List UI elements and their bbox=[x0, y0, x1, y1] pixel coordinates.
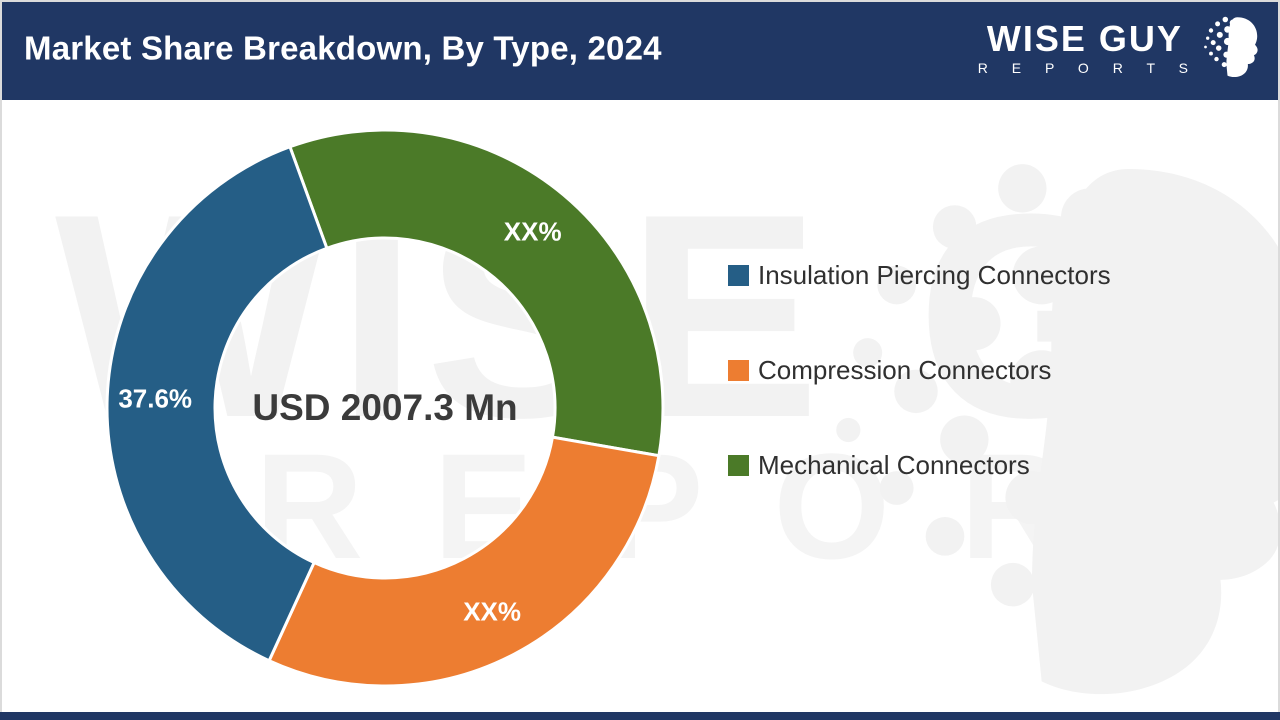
donut-segment-mechanical-connectors bbox=[287, 128, 665, 458]
donut-center-value: USD 2007.3 Mn bbox=[252, 387, 518, 428]
donut-segment-label: XX% bbox=[463, 597, 521, 627]
footer-bar bbox=[0, 712, 1280, 720]
logo-wordmark: WISE GUY bbox=[986, 17, 1183, 59]
logo-subtitle: R E P O R T S bbox=[977, 59, 1198, 76]
donut-segment-label: 37.6% bbox=[118, 384, 192, 414]
legend-item-compression-connectors: Compression Connectors bbox=[728, 355, 1111, 386]
wiseguy-logo: WISE GUY R E P O R T S bbox=[972, 8, 1266, 86]
page-title: Market Share Breakdown, By Type, 2024 bbox=[24, 29, 662, 67]
legend-swatch-blue bbox=[728, 265, 749, 286]
donut-chart: XX% XX% 37.6% bbox=[105, 128, 665, 688]
wiseguy-face-icon bbox=[1204, 16, 1258, 78]
legend-swatch-orange bbox=[728, 360, 749, 381]
legend-label: Insulation Piercing Connectors bbox=[758, 260, 1111, 290]
legend-item-mechanical-connectors: Mechanical Connectors bbox=[728, 450, 1111, 481]
legend-label: Mechanical Connectors bbox=[758, 450, 1030, 480]
wiseguy-logo-text: WISE GUY R E P O R T S bbox=[972, 17, 1198, 76]
watermark-face-dots-image bbox=[836, 164, 1280, 695]
chart-legend: Insulation Piercing Connectors Compressi… bbox=[728, 260, 1111, 481]
legend-swatch-green bbox=[728, 455, 749, 476]
donut-svg: XX% XX% 37.6% bbox=[105, 128, 665, 688]
legend-label: Compression Connectors bbox=[758, 355, 1052, 385]
donut-segment-compression-connectors bbox=[267, 435, 661, 688]
header-bar: Market Share Breakdown, By Type, 2024 WI… bbox=[0, 0, 1280, 100]
donut-segment-label: XX% bbox=[504, 217, 562, 247]
legend-item-insulation-piercing-connectors: Insulation Piercing Connectors bbox=[728, 260, 1111, 291]
donut-segment-insulation-piercing-connectors bbox=[105, 144, 329, 663]
